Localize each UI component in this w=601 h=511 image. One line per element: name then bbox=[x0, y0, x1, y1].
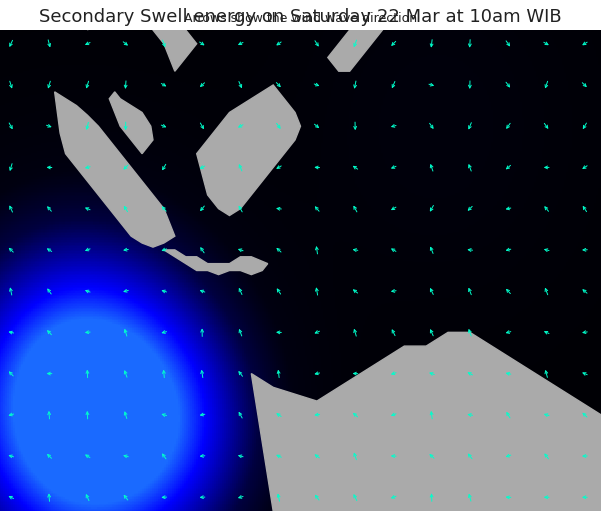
Polygon shape bbox=[251, 332, 601, 511]
Polygon shape bbox=[197, 85, 300, 216]
Polygon shape bbox=[87, 0, 197, 71]
Polygon shape bbox=[55, 92, 175, 247]
Polygon shape bbox=[328, 3, 394, 71]
Polygon shape bbox=[109, 92, 153, 154]
Polygon shape bbox=[164, 250, 267, 274]
Text: Arrows show the wind wave direction: Arrows show the wind wave direction bbox=[184, 12, 417, 25]
Text: Secondary Swell energy on Saturday 22 Mar at 10am WIB: Secondary Swell energy on Saturday 22 Ma… bbox=[39, 8, 562, 27]
